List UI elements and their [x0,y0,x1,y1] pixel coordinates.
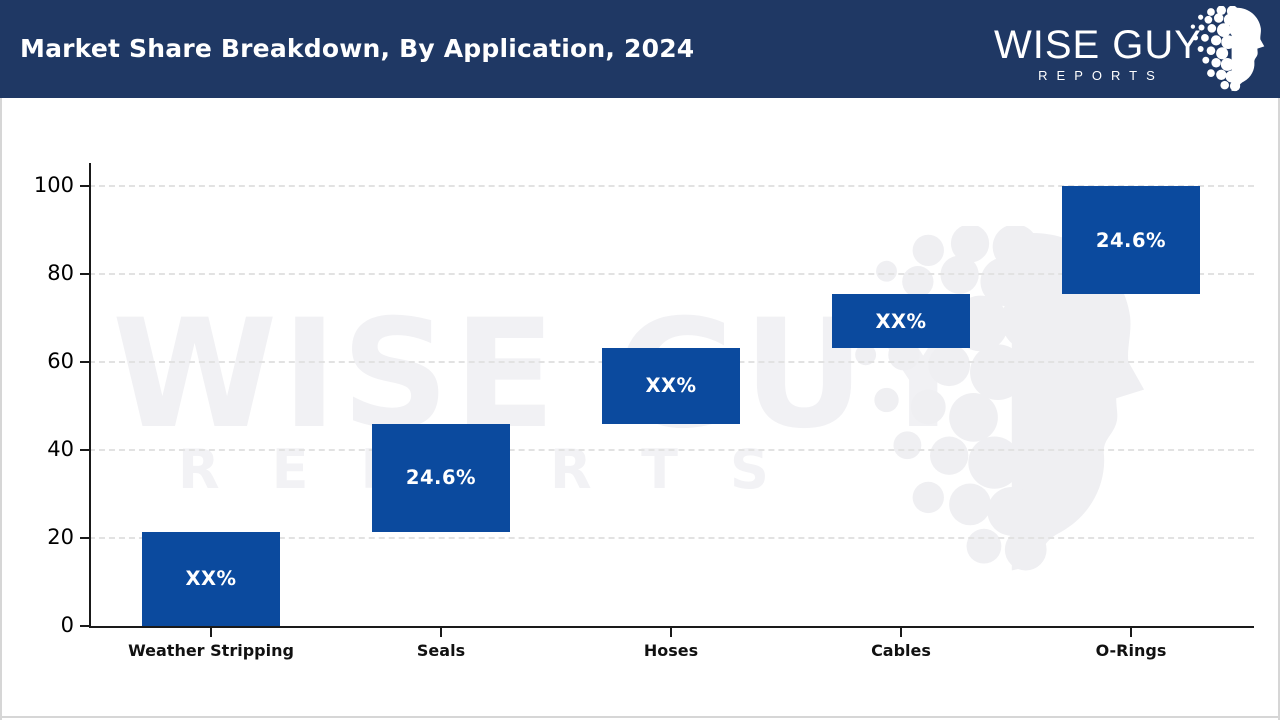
bar-seals: 24.6% [372,423,510,532]
y-axis-label-60: 60 [47,349,74,373]
page-border-bottom [0,716,1280,718]
header-band: Market Share Breakdown, By Application, … [0,0,1280,98]
x-axis-tick-4 [900,628,902,637]
bar-weather-stripping: XX% [142,531,280,626]
y-axis-label-40: 40 [47,437,74,461]
y-axis-tick-20 [80,537,89,539]
y-axis-label-20: 20 [47,525,74,549]
logo-dotted-head-icon [1180,6,1266,92]
gridline-100 [89,185,1254,187]
x-axis-tick-2 [440,628,442,637]
bar-cables: XX% [832,294,970,348]
y-axis-tick-40 [80,449,89,451]
y-axis-label-100: 100 [33,173,74,197]
chart-title: Market Share Breakdown, By Application, … [20,34,695,63]
gridline-20 [89,537,1254,539]
gridline-40 [89,449,1254,451]
x-axis-label-2: Seals [416,641,466,660]
bar-value-label: 24.6% [405,466,477,490]
y-axis-tick-100 [80,185,89,187]
bar-value-label: 24.6% [1095,228,1167,252]
x-axis-tick-1 [210,628,212,637]
wise-guy-reports-logo: WISE GUY REPORTS [994,6,1266,92]
bar-hoses: XX% [602,347,740,424]
logo-reports-label: REPORTS [1038,68,1164,83]
y-axis-label-0: 0 [60,613,74,637]
logo-wiseguy-label: WISE GUY [993,23,1202,67]
page-border-right [1278,98,1280,720]
bar-value-label: XX% [645,374,697,398]
y-axis-label-80: 80 [47,261,74,285]
x-axis-label-1: Weather Stripping [128,641,294,660]
x-axis-label-3: Hoses [643,641,699,660]
bar-o-rings: 24.6% [1062,186,1200,295]
y-axis-tick-0 [80,625,89,627]
logo-text: WISE GUY REPORTS [994,25,1202,83]
bar-value-label: XX% [185,567,237,591]
x-axis-tick-3 [670,628,672,637]
bar-value-label: XX% [875,309,927,333]
page-border-left [0,98,2,720]
y-axis-tick-60 [80,361,89,363]
x-axis-tick-5 [1130,628,1132,637]
x-axis-label-4: Cables [871,641,931,660]
y-axis-spine [89,163,91,628]
y-axis-tick-80 [80,273,89,275]
x-axis-spine [89,626,1254,628]
gridline-80 [89,273,1254,275]
x-axis-label-5: O-Rings [1095,641,1167,660]
